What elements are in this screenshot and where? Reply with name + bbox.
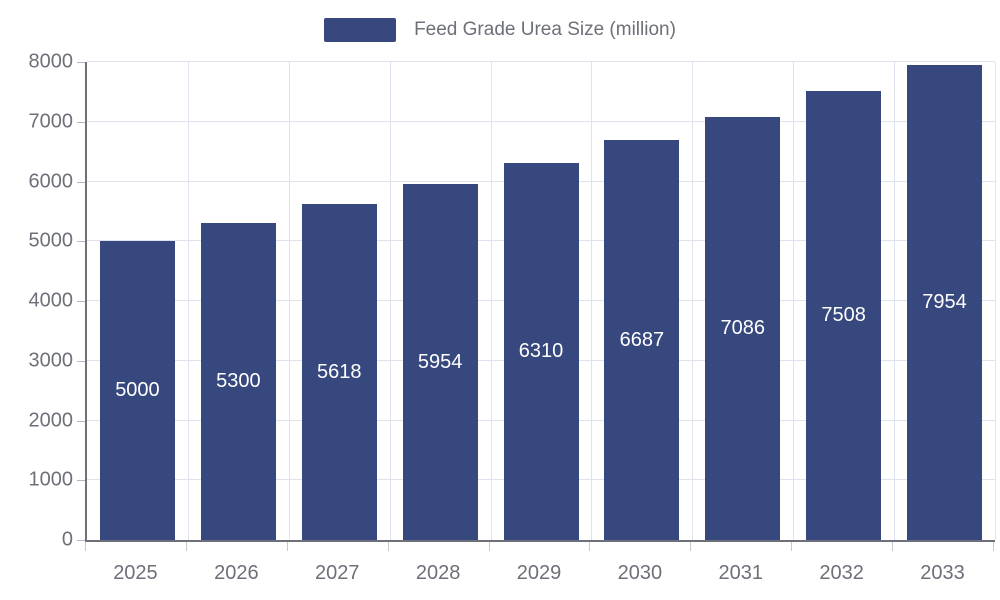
x-axis-tick — [387, 542, 389, 551]
y-axis-tick — [77, 121, 85, 123]
bar-value-label: 5618 — [316, 360, 362, 383]
bar-value-label: 7086 — [720, 316, 766, 339]
bar-2029[interactable]: 6310 — [503, 162, 579, 540]
bar-2033[interactable]: 7954 — [907, 64, 983, 540]
x-axis-tick-label: 2027 — [314, 562, 360, 584]
y-axis-tick-label: 7000 — [28, 110, 74, 133]
bar-2026[interactable]: 5300 — [200, 223, 276, 540]
gridline-vertical — [995, 62, 996, 540]
bar-2030[interactable]: 6687 — [604, 140, 680, 540]
x-axis-tick — [185, 542, 187, 551]
y-axis-tick-label: 6000 — [28, 170, 74, 192]
gridline-vertical — [389, 62, 391, 540]
x-axis-tick-label: 2031 — [718, 562, 764, 584]
bar-2028[interactable]: 5954 — [402, 184, 478, 540]
x-axis-tick — [993, 542, 994, 551]
gridline-vertical — [692, 62, 694, 540]
bar-2032[interactable]: 7508 — [806, 91, 882, 540]
y-axis-tick — [77, 360, 85, 362]
bar-value-label: 5000 — [115, 379, 160, 402]
gridline-vertical — [793, 62, 795, 540]
x-axis-tick-label: 2028 — [415, 562, 461, 584]
y-axis-tick-label: 8000 — [28, 50, 74, 73]
x-axis-tick — [892, 542, 894, 551]
legend-swatch — [324, 18, 397, 42]
bar-2031[interactable]: 7086 — [705, 116, 781, 540]
y-axis-tick — [77, 540, 85, 541]
x-axis-tick — [286, 542, 288, 551]
gridline-horizontal — [87, 120, 995, 122]
gridline-vertical — [591, 62, 593, 540]
gridline-vertical — [894, 62, 896, 540]
legend[interactable]: Feed Grade Urea Size (million) — [0, 16, 1000, 44]
x-axis-tick-label: 2033 — [920, 562, 965, 584]
x-axis-tick — [791, 542, 793, 551]
bar-value-label: 5954 — [417, 350, 463, 373]
y-axis-tick — [77, 480, 85, 482]
bar-2025[interactable]: 5000 — [99, 241, 175, 540]
x-axis-tick-label: 2032 — [819, 562, 864, 584]
legend-label: Feed Grade Urea Size (million) — [414, 19, 676, 40]
x-axis-tick — [690, 542, 692, 551]
y-axis-tick-label: 1000 — [28, 468, 74, 491]
bar-value-label: 5300 — [216, 370, 261, 393]
gridline-vertical — [187, 62, 189, 540]
y-axis-tick-label: 4000 — [28, 289, 74, 312]
y-axis-tick-label: 3000 — [28, 349, 74, 372]
y-axis-tick-label: 5000 — [28, 229, 74, 252]
bar-value-label: 6310 — [518, 339, 564, 362]
y-axis-tick — [77, 301, 85, 302]
y-axis-tick — [77, 181, 85, 183]
gridline-horizontal — [87, 61, 995, 62]
bar-value-label: 7954 — [922, 290, 967, 313]
x-axis-tick — [488, 542, 490, 551]
x-axis-tick — [85, 542, 86, 551]
y-axis-tick — [77, 241, 85, 243]
plot-area: 5000 5300 5618 5954 6310 6687 7086 7508 7954 — [85, 61, 996, 542]
x-axis-tick-label: 2025 — [113, 562, 158, 584]
gridline-vertical — [490, 62, 492, 540]
y-axis-tick — [77, 420, 85, 422]
x-axis-tick — [589, 542, 591, 551]
bar-value-label: 7508 — [821, 304, 866, 327]
y-axis-tick-label: 0 — [61, 528, 73, 551]
bar-2027[interactable]: 5618 — [301, 204, 377, 540]
gridline-vertical — [288, 62, 290, 540]
x-axis-tick-label: 2026 — [214, 562, 259, 584]
bar-value-label: 6687 — [619, 328, 665, 351]
y-axis-tick-label: 2000 — [28, 409, 74, 431]
x-axis-tick-label: 2029 — [516, 562, 562, 584]
y-axis-tick — [77, 62, 85, 63]
x-axis-tick-label: 2030 — [617, 562, 663, 584]
